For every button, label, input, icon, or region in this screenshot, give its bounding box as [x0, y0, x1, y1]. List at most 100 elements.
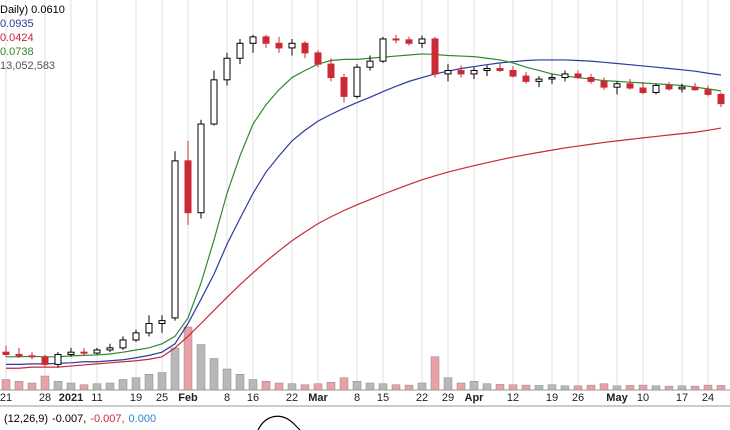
legend-entry: 0.0738	[0, 46, 34, 58]
candle-body	[236, 42, 244, 59]
macd-value: -0.007,	[90, 413, 124, 425]
volume-bar	[456, 382, 466, 391]
volume-bar	[261, 381, 271, 391]
volume-bar	[690, 385, 700, 391]
volume-bar	[664, 385, 674, 391]
candle-body	[93, 349, 101, 354]
volume-bar	[508, 384, 518, 391]
candle-body	[145, 323, 153, 334]
volume-bar	[430, 356, 440, 391]
macd-value: (12,26,9)	[4, 413, 48, 425]
candle-body	[444, 69, 452, 75]
volume-bar	[443, 377, 453, 391]
volume-bar	[677, 385, 687, 391]
volume-bar	[274, 382, 284, 391]
candle-body	[548, 77, 556, 80]
x-tick-label: 29	[442, 392, 454, 404]
legend-entry: 0.0935	[0, 18, 34, 30]
volume-bar	[573, 385, 583, 391]
volume-bar	[313, 383, 323, 391]
x-tick-label: 8	[224, 392, 230, 404]
macd-line	[257, 415, 301, 430]
x-tick-label: 22	[416, 392, 428, 404]
x-tick-label: 17	[676, 392, 688, 404]
volume-bar	[703, 384, 713, 391]
candle-body	[119, 339, 127, 349]
volume-bar	[651, 385, 661, 391]
candle-body	[405, 39, 413, 44]
candle-body	[353, 66, 361, 97]
candle-body	[340, 77, 348, 97]
volume-bar	[612, 385, 622, 391]
candle-body	[197, 123, 205, 214]
candle-body	[665, 84, 673, 90]
candle-body	[132, 332, 140, 341]
candle-body	[639, 87, 647, 94]
volume-bar	[378, 383, 388, 391]
candle-body	[288, 42, 296, 49]
volume-bar	[495, 384, 505, 391]
x-tick-label: 19	[130, 392, 142, 404]
candle-body	[2, 351, 10, 355]
candle-body	[379, 38, 387, 62]
volume-bar	[105, 382, 115, 391]
x-tick-label: May	[606, 392, 628, 404]
candle-body	[574, 73, 582, 79]
x-tick-label: 2021	[59, 392, 83, 404]
volume-bar	[716, 385, 726, 391]
candle-body	[158, 320, 166, 325]
volume-bar	[365, 382, 375, 391]
candle-body	[535, 78, 543, 82]
volume-bar	[417, 382, 427, 391]
volume-bar	[248, 379, 258, 391]
candle-body	[470, 69, 478, 75]
x-tick-label: 25	[156, 392, 168, 404]
x-tick-label: 10	[637, 392, 649, 404]
volume-bar	[14, 381, 24, 391]
candle-body	[626, 83, 634, 89]
legend: Daily) 0.0610 0.0935 0.0424 0.0738 13,05…	[0, 4, 65, 72]
volume-bar	[586, 384, 596, 391]
candle-body	[509, 69, 517, 77]
x-axis: 21 28 2021 11 19 25 Feb 8 16 22 Mar 8 15 22 29 Apr 12 19 2…	[0, 392, 714, 404]
x-tick-label: 19	[546, 392, 558, 404]
volume-bar	[209, 358, 219, 391]
candle-body	[717, 93, 725, 105]
x-tick-label: Apr	[465, 392, 485, 404]
candle-body	[314, 52, 322, 65]
volume-bar	[599, 383, 609, 391]
candle-body	[327, 63, 335, 79]
volume-bar	[131, 377, 141, 391]
volume-bar	[625, 385, 635, 391]
macd-readout: (12,26,9) -0.007, -0.007, 0.000	[4, 413, 156, 425]
candle-body	[106, 347, 114, 351]
candle-body	[496, 68, 504, 71]
legend-entry: 0.0424	[0, 32, 34, 44]
volume-bar	[118, 379, 128, 391]
candle-body	[15, 353, 23, 357]
candle-body	[262, 36, 270, 44]
candle-body	[418, 38, 426, 44]
x-tick-label: 15	[377, 392, 389, 404]
x-tick-label: 22	[286, 392, 298, 404]
x-tick-label: 21	[0, 392, 12, 404]
candle-body	[366, 60, 374, 68]
volume-bar	[92, 383, 102, 391]
candle-body	[431, 38, 439, 75]
candle-body	[600, 80, 608, 88]
candles	[2, 34, 725, 368]
volume-bar	[287, 383, 297, 391]
moving-average-line	[6, 127, 722, 369]
volume-bar	[170, 347, 180, 391]
candle-body	[223, 57, 231, 81]
moving-averages	[6, 53, 722, 369]
candle-body	[392, 38, 400, 41]
x-tick-label: Mar	[308, 392, 328, 404]
volume-bar	[534, 385, 544, 391]
candle-body	[249, 36, 257, 44]
volume-bar	[391, 384, 401, 391]
volume-bar	[40, 375, 50, 391]
volume-bar	[482, 383, 492, 391]
